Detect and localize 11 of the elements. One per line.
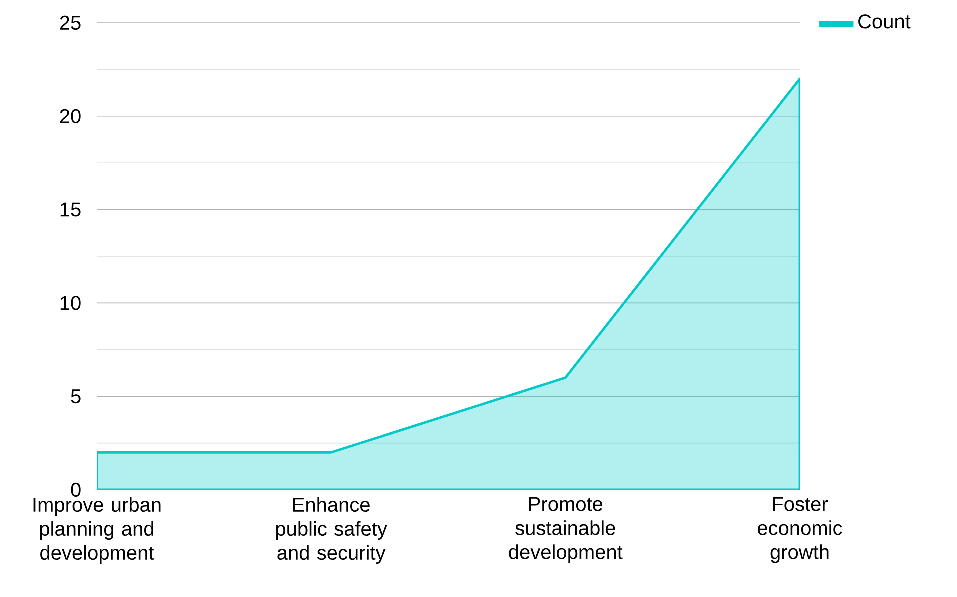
y-tick-label: 20 xyxy=(60,109,81,124)
y-tick-label: 15 xyxy=(60,202,81,217)
y-tick-label: 25 xyxy=(60,16,81,30)
legend-label: Count xyxy=(858,14,911,29)
y-tick-label: 5 xyxy=(71,390,81,404)
x-tick-label: Enhance public safety and security xyxy=(276,497,388,564)
y-tick-label: 10 xyxy=(60,296,81,310)
x-tick-label: Promote sustainable development xyxy=(509,497,623,564)
y-tick-label: 0 xyxy=(71,482,81,498)
x-tick-label: Improve urban planning and development xyxy=(34,497,161,564)
x-tick-label: Foster economic growth xyxy=(758,497,842,564)
